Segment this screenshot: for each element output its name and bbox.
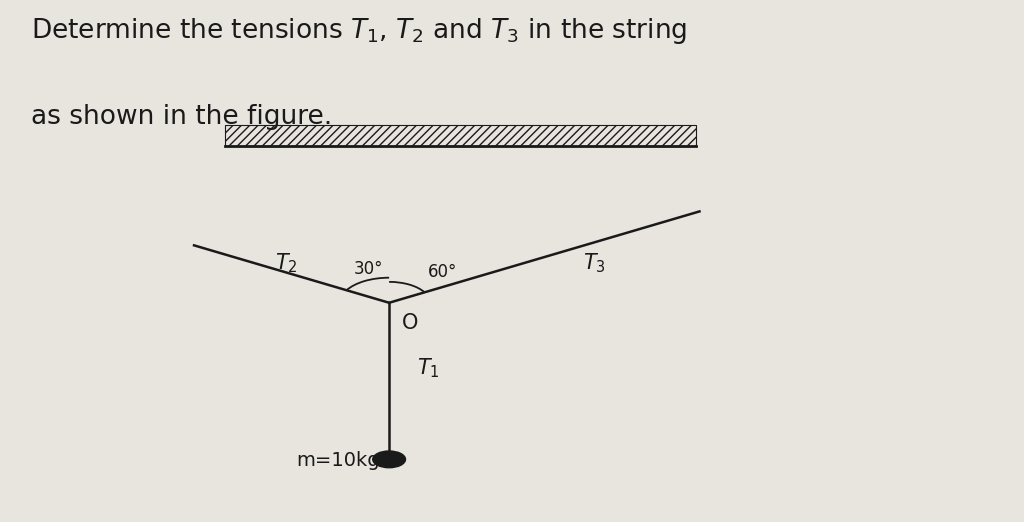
Circle shape — [373, 451, 406, 468]
Text: 30°: 30° — [354, 260, 383, 278]
Text: $T_3$: $T_3$ — [583, 252, 605, 276]
Text: O: O — [401, 313, 418, 333]
Polygon shape — [225, 125, 696, 146]
Text: m=10kg: m=10kg — [296, 452, 380, 470]
Text: as shown in the figure.: as shown in the figure. — [31, 104, 332, 130]
Text: Determine the tensions $T_1$, $T_2$ and $T_3$ in the string: Determine the tensions $T_1$, $T_2$ and … — [31, 16, 687, 45]
Text: $T_2$: $T_2$ — [275, 252, 298, 276]
Text: 60°: 60° — [428, 264, 457, 281]
Text: $T_1$: $T_1$ — [417, 356, 439, 380]
